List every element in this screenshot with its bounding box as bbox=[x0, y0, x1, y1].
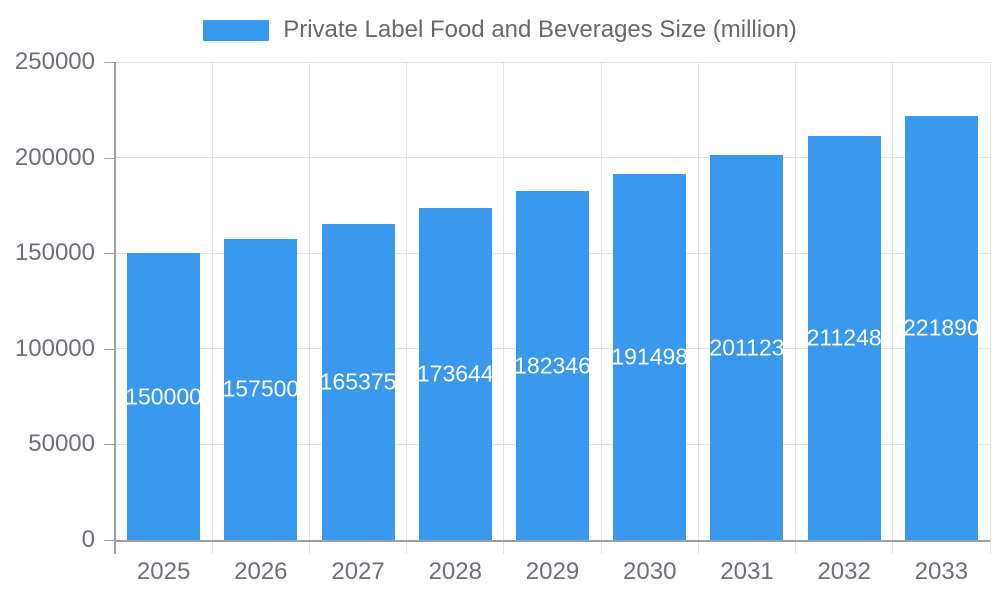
y-axis-tick-label: 200000 bbox=[14, 143, 95, 171]
bar-value-label: 201123 bbox=[710, 334, 784, 361]
legend-item[interactable]: Private Label Food and Beverages Size (m… bbox=[0, 16, 1000, 44]
x-axis-tick-label: 2029 bbox=[525, 558, 580, 585]
y-axis-tick bbox=[104, 444, 114, 446]
x-axis-tick-label: 2032 bbox=[817, 558, 871, 585]
v-gridline bbox=[406, 62, 408, 554]
x-axis-tick-label: 2026 bbox=[234, 558, 288, 585]
y-axis-tick-label: 100000 bbox=[14, 334, 95, 362]
x-axis-tick-label: 2031 bbox=[720, 558, 774, 585]
bar-value-label: 157500 bbox=[224, 375, 298, 402]
bar-value-label: 173644 bbox=[418, 360, 492, 387]
bar-value-label: 182346 bbox=[516, 352, 589, 379]
x-axis-tick-label: 2025 bbox=[136, 558, 191, 585]
x-axis-tick-label: 2030 bbox=[623, 558, 677, 585]
y-axis-tick bbox=[104, 348, 114, 350]
bar[interactable]: 150000 bbox=[127, 253, 201, 540]
y-axis-tick bbox=[104, 62, 114, 63]
bar-value-label: 191498 bbox=[613, 343, 687, 370]
bar[interactable]: 157500 bbox=[224, 238, 298, 540]
legend-label: Private Label Food and Beverages Size (m… bbox=[283, 16, 797, 43]
bar-value-label: 150000 bbox=[127, 383, 201, 410]
bar[interactable]: 211248 bbox=[807, 136, 881, 540]
v-gridline bbox=[600, 62, 602, 554]
y-axis-tick bbox=[104, 253, 114, 255]
v-gridline bbox=[308, 62, 310, 554]
bar-value-label: 165375 bbox=[321, 368, 395, 395]
bar[interactable]: 173644 bbox=[418, 207, 492, 540]
plot-area: 0 50000 100000 150000 200000 250000 2025 2026 20… bbox=[15, 48, 991, 585]
y-axis-tick bbox=[104, 157, 114, 159]
y-axis-tick-label: 150000 bbox=[14, 239, 95, 267]
v-gridline bbox=[989, 62, 991, 554]
y-axis-line bbox=[114, 62, 116, 554]
v-gridline bbox=[795, 62, 797, 554]
v-gridline bbox=[892, 62, 894, 554]
x-axis-tick-label: 2027 bbox=[331, 558, 385, 585]
bar-value-label: 221890 bbox=[904, 314, 978, 341]
v-gridline bbox=[503, 62, 505, 554]
y-axis-tick-label: 250000 bbox=[14, 48, 95, 75]
y-axis-tick bbox=[104, 540, 114, 541]
x-axis-tick-label: 2028 bbox=[428, 558, 482, 585]
h-gridline bbox=[115, 61, 990, 63]
y-axis-tick-label: 50000 bbox=[28, 430, 95, 458]
bar[interactable]: 182346 bbox=[516, 191, 589, 540]
legend-swatch-icon bbox=[203, 19, 270, 41]
bar[interactable]: 201123 bbox=[710, 155, 784, 540]
bar[interactable]: 165375 bbox=[321, 223, 395, 540]
bar[interactable]: 221890 bbox=[904, 115, 978, 540]
x-axis-line bbox=[115, 540, 990, 542]
y-axis-tick-label: 0 bbox=[81, 526, 95, 553]
v-gridline bbox=[697, 62, 699, 554]
h-gridline bbox=[115, 157, 990, 159]
x-axis-tick-label: 2033 bbox=[914, 558, 969, 585]
v-gridline bbox=[211, 62, 213, 554]
bar-value-label: 211248 bbox=[807, 324, 881, 351]
bar[interactable]: 191498 bbox=[613, 173, 687, 540]
